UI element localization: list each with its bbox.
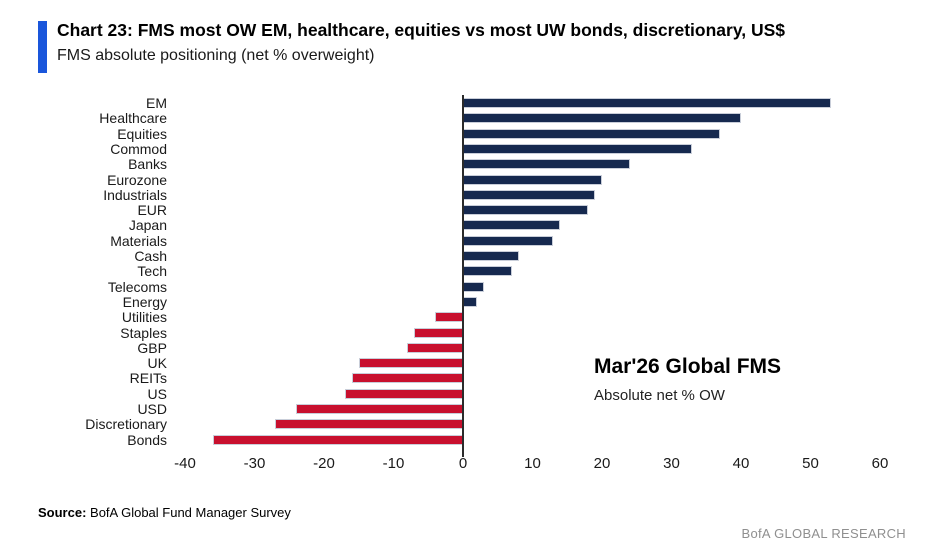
bar — [358, 358, 463, 369]
category-label: Healthcare — [99, 110, 167, 127]
category-label: Equities — [117, 125, 167, 142]
title-accent-bar — [38, 21, 47, 73]
bar — [463, 205, 589, 216]
zero-axis-line — [462, 95, 464, 457]
bar — [463, 98, 832, 108]
category-label: Tech — [137, 263, 167, 280]
x-tick-label: 20 — [593, 455, 611, 472]
category-label: EM — [146, 95, 167, 111]
category-label: Energy — [122, 293, 167, 310]
bar — [463, 296, 477, 307]
category-label: US — [147, 385, 167, 402]
category-label: Materials — [110, 232, 167, 249]
source-note: Source: BofA Global Fund Manager Survey — [38, 505, 291, 520]
x-tick-label: 40 — [732, 455, 750, 472]
category-label: USD — [137, 401, 167, 417]
x-tick-label: 60 — [871, 455, 889, 472]
bar — [407, 342, 463, 353]
bar — [463, 251, 519, 261]
bar — [463, 266, 512, 277]
x-tick-label: 10 — [524, 455, 541, 472]
bar — [463, 189, 596, 200]
bar — [463, 281, 484, 292]
bar — [463, 220, 561, 231]
bar — [414, 327, 463, 338]
category-label: Telecoms — [107, 278, 167, 295]
category-label: Industrials — [103, 186, 167, 203]
bar — [296, 404, 463, 414]
category-label: EUR — [137, 202, 167, 219]
category-label: Japan — [128, 217, 167, 234]
x-tick-label: -40 — [174, 455, 196, 472]
x-tick-label: 0 — [458, 455, 468, 472]
source-text: BofA Global Fund Manager Survey — [86, 505, 291, 520]
bar — [275, 419, 463, 430]
category-label: GBP — [137, 339, 167, 356]
category-label: Eurozone — [107, 171, 167, 188]
bar — [344, 388, 463, 399]
brand-label: BofA GLOBAL RESEARCH — [741, 526, 906, 541]
bar — [463, 143, 693, 154]
source-label: Source: — [38, 505, 87, 520]
x-tick-label: -30 — [243, 455, 266, 472]
annotation-subtitle: Absolute net % OW — [594, 387, 725, 404]
category-label: Bonds — [127, 431, 167, 448]
category-label: Staples — [120, 324, 167, 341]
bar — [351, 373, 463, 384]
category-label: Discretionary — [85, 416, 167, 433]
chart-title: Chart 23: FMS most OW EM, healthcare, eq… — [57, 20, 786, 40]
category-label: UK — [147, 355, 167, 372]
x-tick-label: -10 — [382, 455, 405, 472]
bar — [463, 235, 554, 246]
x-tick-label: 30 — [663, 455, 680, 472]
category-label: REITs — [129, 370, 167, 387]
category-label: Banks — [128, 156, 167, 173]
x-tick-label: 50 — [802, 455, 819, 472]
bar — [463, 174, 602, 185]
category-label: Utilities — [121, 309, 167, 326]
x-tick-label: -20 — [313, 455, 335, 472]
bar — [463, 128, 721, 139]
annotation-title: Mar'26 Global FMS — [594, 355, 782, 378]
chart-subtitle: FMS absolute positioning (net % overweig… — [57, 47, 375, 64]
bar — [463, 159, 630, 170]
bar — [463, 113, 741, 124]
category-label: Cash — [134, 248, 167, 264]
bar — [212, 434, 463, 445]
category-label: Commod — [110, 140, 167, 157]
bar — [435, 312, 463, 323]
